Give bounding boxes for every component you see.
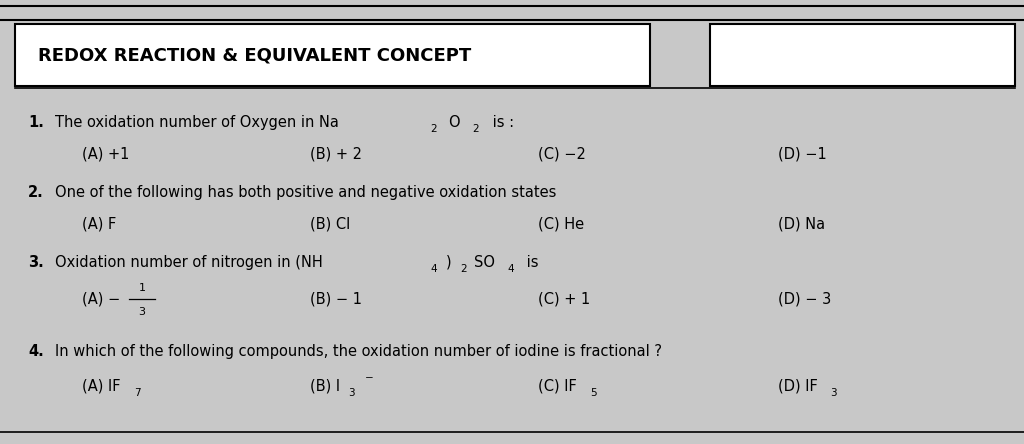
Text: 2.: 2. (28, 185, 44, 199)
Text: (A) +1: (A) +1 (82, 147, 129, 162)
Text: (D) − 3: (D) − 3 (778, 292, 831, 306)
Text: 3.: 3. (28, 254, 44, 270)
Text: (B) I: (B) I (310, 378, 340, 393)
Text: ): ) (446, 254, 452, 270)
Text: (A) IF: (A) IF (82, 378, 121, 393)
Text: 2: 2 (430, 124, 436, 134)
Text: (A) F: (A) F (82, 217, 117, 231)
Text: The oxidation number of Oxygen in Na: The oxidation number of Oxygen in Na (55, 115, 339, 130)
Text: O: O (449, 115, 460, 130)
Text: (D) Na: (D) Na (778, 217, 825, 231)
Text: (A) −: (A) − (82, 292, 120, 306)
Text: 2: 2 (460, 264, 467, 274)
Text: (C) He: (C) He (538, 217, 584, 231)
Text: 7: 7 (134, 388, 140, 398)
Text: −: − (365, 373, 374, 383)
Text: (D) IF: (D) IF (778, 378, 818, 393)
FancyBboxPatch shape (710, 24, 1015, 86)
Text: REDOX REACTION & EQUIVALENT CONCEPT: REDOX REACTION & EQUIVALENT CONCEPT (38, 46, 471, 64)
Text: 4: 4 (430, 264, 436, 274)
FancyBboxPatch shape (15, 24, 650, 86)
Text: One of the following has both positive and negative oxidation states: One of the following has both positive a… (55, 185, 556, 199)
Text: 2: 2 (472, 124, 478, 134)
Text: (C) + 1: (C) + 1 (538, 292, 590, 306)
Text: 3: 3 (138, 307, 145, 317)
Text: 3: 3 (830, 388, 837, 398)
Text: is :: is : (488, 115, 514, 130)
Text: is: is (522, 254, 539, 270)
Text: (C) −2: (C) −2 (538, 147, 586, 162)
Text: (D) −1: (D) −1 (778, 147, 826, 162)
Text: 1: 1 (138, 283, 145, 293)
Text: (B) + 2: (B) + 2 (310, 147, 362, 162)
Text: 4.: 4. (28, 344, 44, 358)
Text: SO: SO (474, 254, 495, 270)
Text: In which of the following compounds, the oxidation number of iodine is fractiona: In which of the following compounds, the… (55, 344, 662, 358)
Text: (B) Cl: (B) Cl (310, 217, 350, 231)
Text: (B) − 1: (B) − 1 (310, 292, 362, 306)
Text: 1.: 1. (28, 115, 44, 130)
Text: Oxidation number of nitrogen in (NH: Oxidation number of nitrogen in (NH (55, 254, 323, 270)
Text: (C) IF: (C) IF (538, 378, 577, 393)
Text: 5: 5 (590, 388, 597, 398)
Text: 3: 3 (348, 388, 354, 398)
Text: 4: 4 (507, 264, 514, 274)
